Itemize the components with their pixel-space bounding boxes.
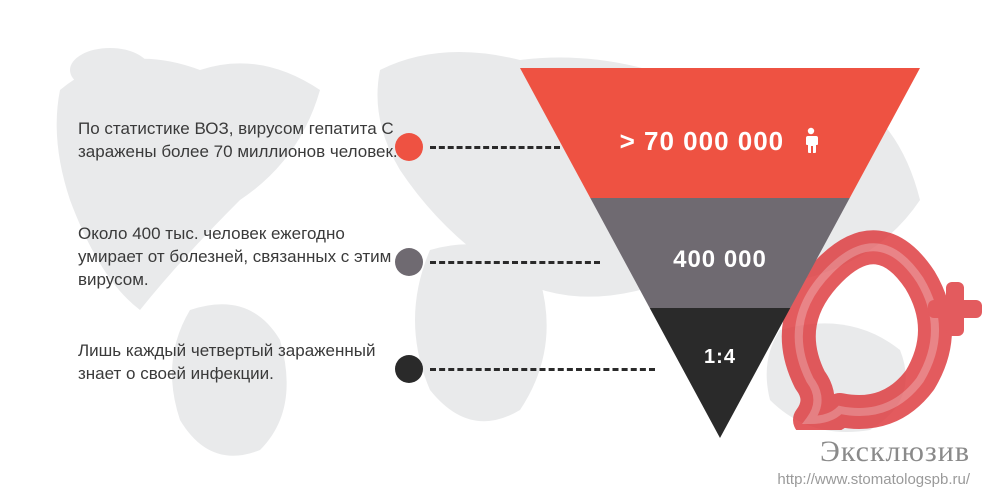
funnel-value-2: 400 000 [520,246,920,274]
funnel-value-1: > 70 000 000 [620,126,785,156]
watermark-url: http://www.stomatologspb.ru/ [777,471,970,488]
infographic-content: По статистике ВОЗ, вирусом гепатита С за… [0,0,1000,500]
person-icon [802,127,820,160]
bullet-2 [395,248,423,276]
watermark: Эксклюзив http://www.stomatologspb.ru/ [777,435,970,488]
funnel-chart: > 70 000 000 400 000 1:4 [520,68,920,438]
funnel-value-3: 1:4 [520,346,920,369]
watermark-title: Эксклюзив [777,435,970,469]
funnel-section-3 [650,308,791,438]
stat-text-2-label: Около 400 тыс. человек ежегодно умирает … [78,223,398,292]
stat-text-1: По статистике ВОЗ, вирусом гепатита С за… [78,118,398,164]
funnel-value-1-wrap: > 70 000 000 [520,126,920,160]
stat-text-3-label: Лишь каждый четвертый зараженный знает о… [78,340,398,386]
bullet-1 [395,133,423,161]
stat-text-3: Лишь каждый четвертый зараженный знает о… [78,340,398,386]
stat-text-1-label: По статистике ВОЗ, вирусом гепатита С за… [78,118,398,164]
stat-text-2: Около 400 тыс. человек ежегодно умирает … [78,223,398,292]
bullet-3 [395,355,423,383]
